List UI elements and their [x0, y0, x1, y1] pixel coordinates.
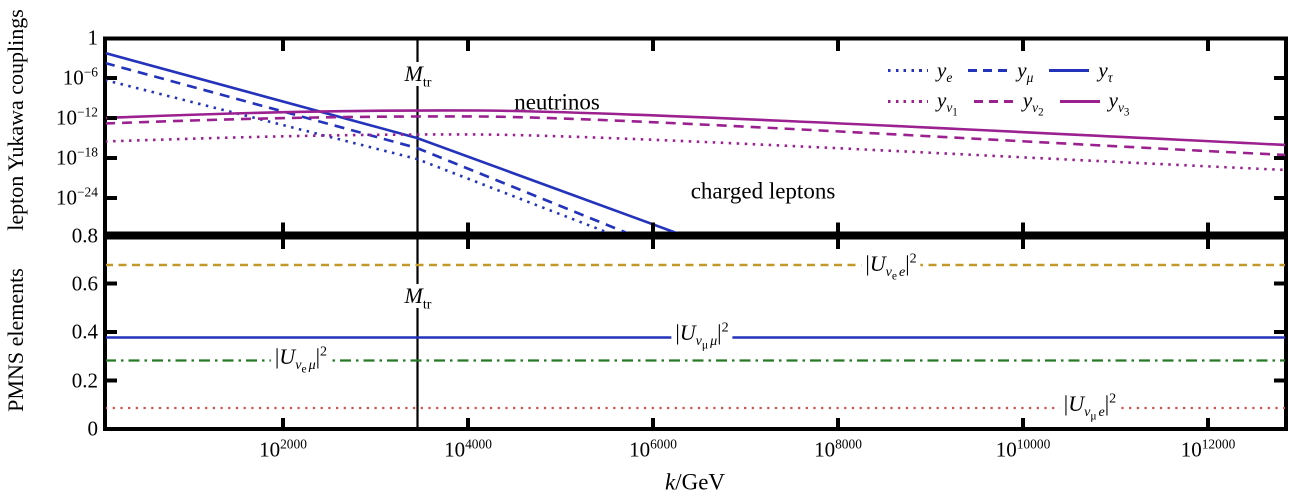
tick-marks	[107, 40, 1284, 427]
pmns-line-label-U_numu_e: |Uνμ e|2	[1059, 392, 1121, 423]
annotation-charged-leptons: charged leptons	[690, 178, 836, 204]
ynu3-line	[106, 109, 1285, 147]
legend-label: yμ	[1017, 58, 1034, 86]
bottom-y-tick-label: 0	[87, 416, 99, 441]
mtr-label-bottom: Mtr	[400, 284, 436, 311]
bottom-y-tick-label: 0.6	[71, 271, 98, 295]
legend-label: yν1	[937, 88, 958, 119]
x-axis-title-unit: /GeV	[675, 469, 726, 495]
legend-entry: yν3	[1059, 88, 1130, 119]
ymu-line	[106, 61, 629, 232]
legend-entry: yμ	[968, 58, 1034, 86]
legend-entry: yν1	[888, 88, 958, 119]
top-panel-lines	[106, 39, 1285, 232]
legend-row: ye yμ yτ	[888, 58, 1145, 86]
legend-label: yν3	[1108, 88, 1130, 119]
annotation-neutrinos: neutrinos	[514, 89, 600, 115]
legend-row: yν1 yν2 yν3	[888, 88, 1145, 119]
legend-label: ye	[937, 58, 953, 86]
pmns-line-label-U_nue_e: |Uνe e|2	[861, 252, 921, 283]
top-y-axis-title: lepton Yukawa couplings	[3, 9, 28, 231]
legend-dotted-line-sample	[888, 69, 928, 72]
x-tick-label: 108000	[814, 436, 862, 462]
ynu2-line	[106, 115, 1285, 157]
legend-label: yν2	[1022, 88, 1044, 119]
top-y-tick-label: 10−6	[62, 64, 98, 90]
ynu1-line	[106, 133, 1285, 172]
legend-entry: yτ	[1049, 58, 1113, 86]
x-tick-label: 1010000	[995, 436, 1051, 462]
bottom-y-tick-label: 0.2	[71, 368, 98, 392]
pmns-line-label-U_nue_mu: |Uνe μ|2	[270, 345, 332, 376]
bottom-y-tick-label: 0.8	[71, 223, 98, 248]
ytau-line	[106, 51, 678, 232]
mtr-label-top: Mtr	[400, 62, 436, 89]
top-y-tick-label: 1	[87, 25, 99, 50]
x-tick-label: 102000	[259, 436, 307, 462]
legend-entry: yν2	[973, 88, 1044, 119]
x-tick-label: 104000	[444, 436, 492, 462]
legend-dashed-line-sample	[973, 99, 1014, 103]
top-y-tick-label: 10−24	[55, 184, 98, 210]
top-panel-frame	[103, 36, 1288, 236]
x-tick-label: 1012000	[1180, 436, 1236, 462]
x-axis-title-var: k	[664, 469, 676, 495]
pmns-line-label-U_numu_mu: |Uνμ μ|2	[671, 321, 733, 352]
x-axis-title: k/GeV	[665, 471, 725, 494]
legend: ye yμ yτ yν1 yν2 yν3	[888, 58, 1145, 119]
x-tick-label: 106000	[629, 436, 677, 462]
legend-dashed-line-sample	[968, 69, 1009, 72]
legend-entry: ye	[888, 58, 953, 86]
ye-line	[106, 78, 610, 232]
legend-solid-line-sample	[1049, 69, 1090, 72]
top-y-tick-label: 10−18	[55, 144, 98, 170]
bottom-y-axis-title: PMNS elements	[3, 268, 28, 412]
legend-solid-line-sample	[1059, 99, 1100, 103]
bottom-y-tick-label: 0.4	[71, 319, 98, 344]
top-y-tick-label: 10−12	[55, 104, 98, 130]
legend-dotted-line-sample	[888, 99, 928, 103]
bottom-panel-frame	[103, 235, 1288, 431]
legend-label: yτ	[1098, 58, 1113, 86]
